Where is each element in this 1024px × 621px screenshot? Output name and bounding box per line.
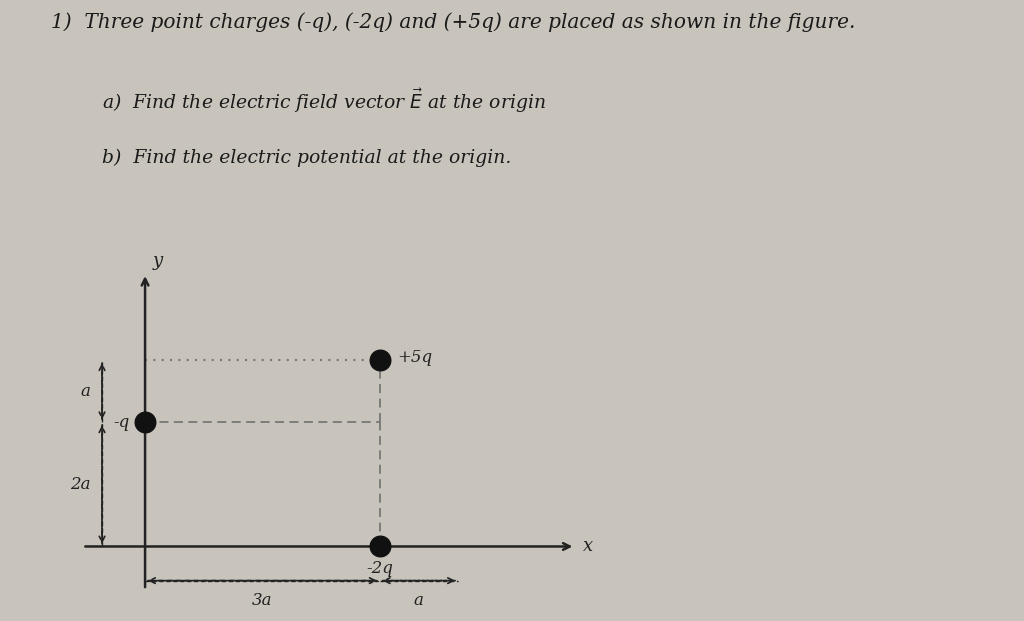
Text: a: a	[414, 592, 424, 609]
Text: a: a	[81, 383, 90, 400]
Text: -q: -q	[114, 414, 129, 431]
Text: y: y	[153, 252, 163, 270]
Text: b)  Find the electric potential at the origin.: b) Find the electric potential at the or…	[102, 149, 512, 167]
Point	[372, 355, 388, 365]
Text: 2a: 2a	[70, 476, 90, 493]
Point	[372, 542, 388, 551]
Point	[137, 417, 154, 427]
Text: x: x	[583, 538, 593, 555]
Text: 1)  Three point charges (-q), (-2q) and (+5q) are placed as shown in the figure.: 1) Three point charges (-q), (-2q) and (…	[51, 12, 856, 32]
Text: -2q: -2q	[367, 560, 393, 577]
Text: 3a: 3a	[252, 592, 272, 609]
Text: a)  Find the electric field vector $\vec{E}$ at the origin: a) Find the electric field vector $\vec{…	[102, 87, 546, 115]
Text: +5q: +5q	[397, 348, 432, 366]
